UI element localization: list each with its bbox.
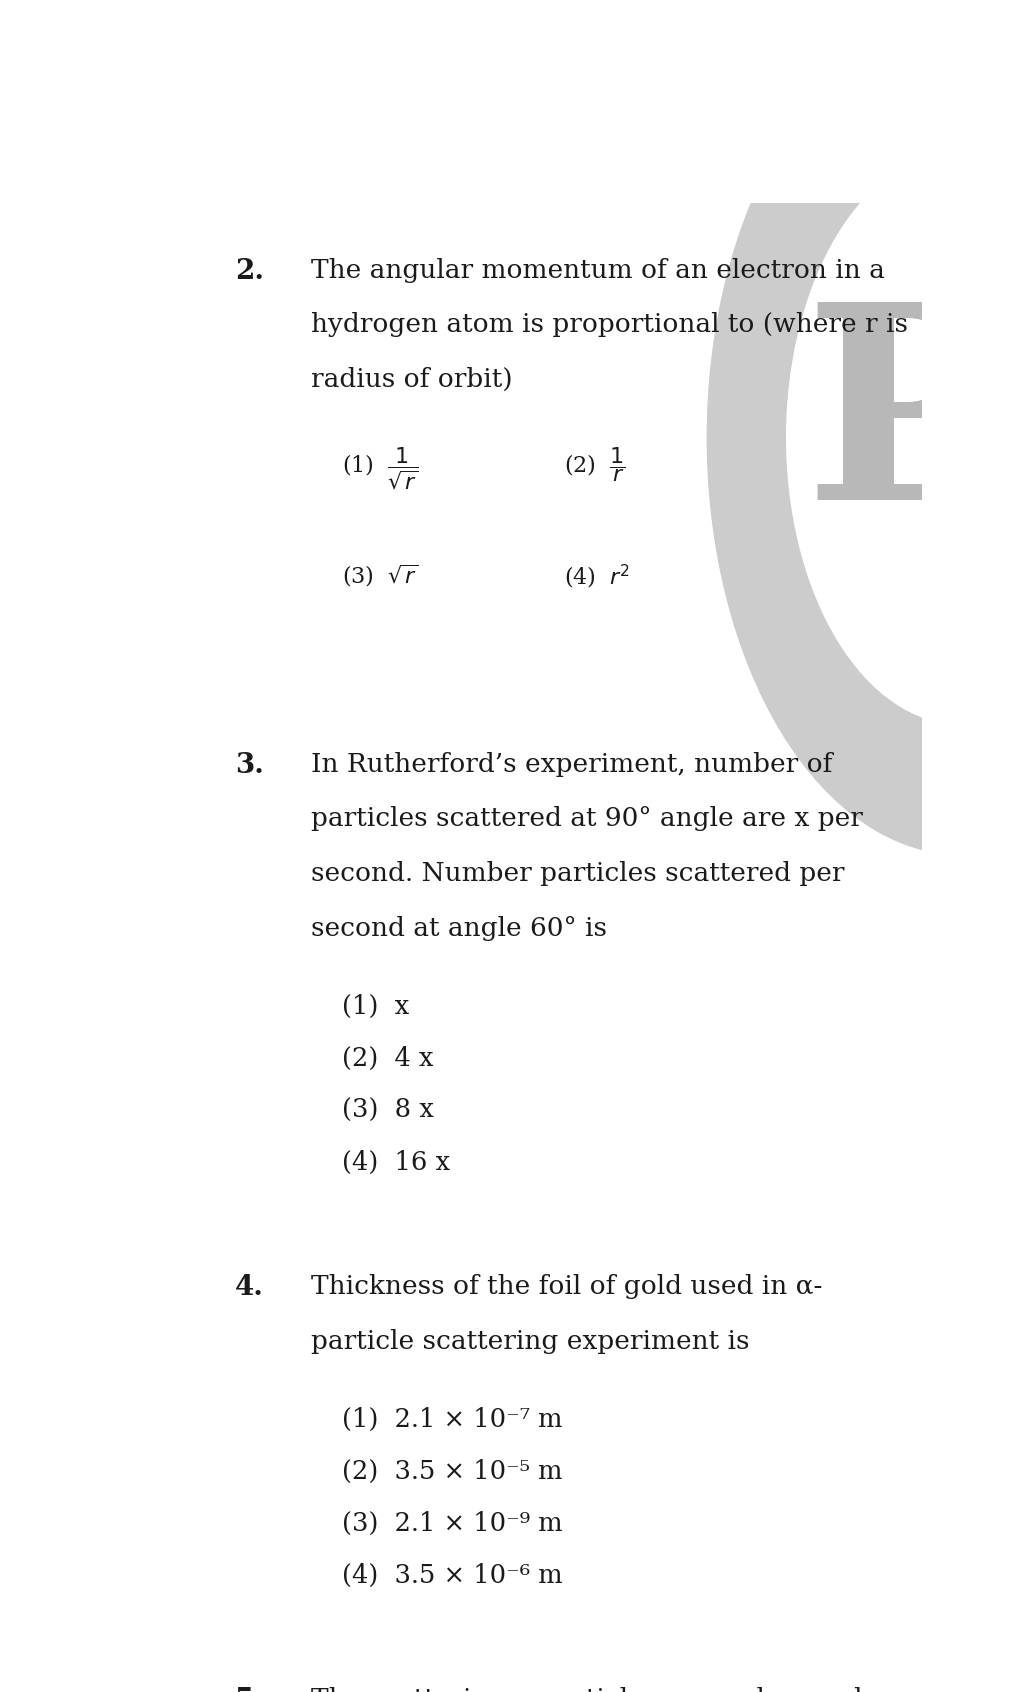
Text: Thickness of the foil of gold used in α-: Thickness of the foil of gold used in α- [310,1274,822,1299]
Text: (4)  $r^2$: (4) $r^2$ [564,563,631,591]
Text: (3)  $\sqrt{r}$: (3) $\sqrt{r}$ [342,563,419,589]
Text: (1)  x: (1) x [342,993,410,1019]
Text: In Rutherford’s experiment, number of: In Rutherford’s experiment, number of [310,751,831,777]
Text: (1)  $\dfrac{1}{\sqrt{r}}$: (1) $\dfrac{1}{\sqrt{r}}$ [342,445,419,491]
Text: particle scattering experiment is: particle scattering experiment is [310,1328,749,1354]
Text: 2.: 2. [236,257,264,284]
Text: The scattering α-particles were observed: The scattering α-particles were observed [310,1687,862,1692]
Text: The angular momentum of an electron in a: The angular momentum of an electron in a [310,257,885,283]
Text: hydrogen atom is proportional to (where r is: hydrogen atom is proportional to (where … [310,313,907,337]
Text: (3)  8 x: (3) 8 x [342,1098,434,1123]
Circle shape [786,151,1024,724]
Text: second at angle 60° is: second at angle 60° is [310,915,606,941]
Text: (3)  2.1 × 10⁻⁹ m: (3) 2.1 × 10⁻⁹ m [342,1511,563,1536]
Text: (2)  3.5 × 10⁻⁵ m: (2) 3.5 × 10⁻⁵ m [342,1459,563,1484]
Text: P: P [804,293,1008,557]
Text: 4.: 4. [236,1274,264,1301]
Text: particles scattered at 90° angle are x per: particles scattered at 90° angle are x p… [310,807,862,831]
Text: (2)  4 x: (2) 4 x [342,1046,434,1071]
Text: (4)  3.5 × 10⁻⁶ m: (4) 3.5 × 10⁻⁶ m [342,1563,563,1589]
Text: (2)  $\dfrac{1}{r}$: (2) $\dfrac{1}{r}$ [564,445,627,484]
Text: (1)  2.1 × 10⁻⁷ m: (1) 2.1 × 10⁻⁷ m [342,1406,563,1431]
Text: second. Number particles scattered per: second. Number particles scattered per [310,861,844,887]
Text: 3.: 3. [236,751,264,778]
Text: radius of orbit): radius of orbit) [310,367,512,393]
Text: 5.: 5. [236,1687,264,1692]
Text: (4)  16 x: (4) 16 x [342,1151,451,1176]
Circle shape [708,20,1024,854]
Text: P: P [804,293,1008,557]
